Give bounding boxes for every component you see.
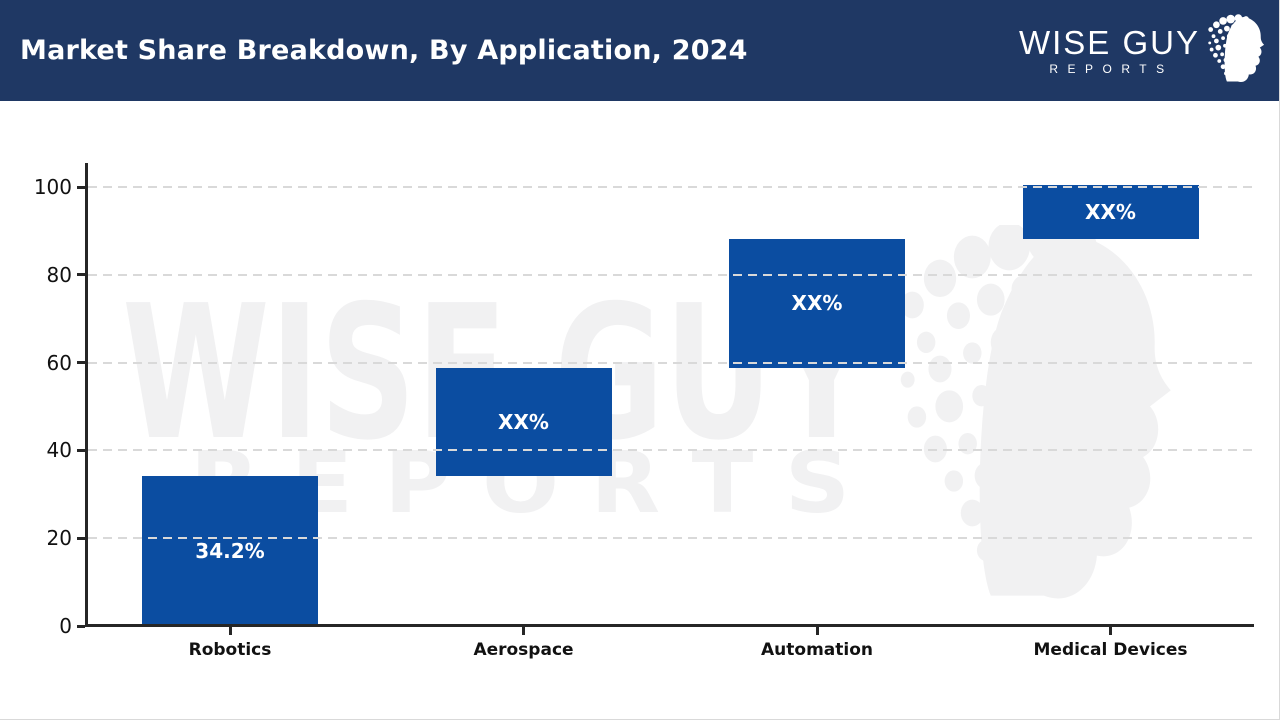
gridline-60 xyxy=(88,361,1252,364)
y-tick-60 xyxy=(77,361,85,365)
bar-label-automation: XX% xyxy=(791,291,843,316)
x-axis-line xyxy=(85,624,1254,627)
bar-label-aerospace: XX% xyxy=(498,409,549,434)
category-label-1: Aerospace xyxy=(473,640,574,660)
page-title: Market Share Breakdown, By Application, … xyxy=(20,35,748,66)
gridline-80 xyxy=(88,273,1252,276)
category-label-0: Robotics xyxy=(188,640,272,660)
gridline-40 xyxy=(88,449,1252,452)
logo-wordmark: WISE GUY xyxy=(1018,24,1200,61)
x-tick-3 xyxy=(1109,627,1112,635)
y-tick-label-0: 0 xyxy=(59,614,72,638)
logo-subtitle: REPORTS xyxy=(1049,62,1174,76)
bar-aerospace xyxy=(435,367,612,476)
bar-automation xyxy=(729,238,905,368)
category-label-3: Medical Devices xyxy=(1033,640,1188,660)
category-label-2: Automation xyxy=(761,640,873,660)
bar-label-robotics: 34.2% xyxy=(195,538,265,563)
x-tick-1 xyxy=(522,627,525,635)
x-tick-2 xyxy=(815,627,819,635)
header-bar: Market Share Breakdown, By Application, … xyxy=(0,0,1279,101)
y-tick-label-20: 20 xyxy=(46,526,72,551)
y-tick-label-60: 60 xyxy=(46,350,72,375)
wise-guy-logo: WISE GUY REPORTS xyxy=(1019,9,1266,93)
y-axis-line xyxy=(85,163,88,627)
y-tick-label-40: 40 xyxy=(46,438,72,463)
y-tick-label-80: 80 xyxy=(46,262,72,287)
y-tick-100 xyxy=(77,185,85,189)
bar-label-medical-devices: XX% xyxy=(1085,200,1136,225)
gridline-20 xyxy=(88,537,1252,540)
y-tick-label-100: 100 xyxy=(33,175,72,199)
y-tick-20 xyxy=(77,536,85,540)
x-tick-0 xyxy=(228,627,232,635)
y-tick-40 xyxy=(77,448,85,452)
gridline-100 xyxy=(88,186,1252,188)
bar-robotics xyxy=(142,475,318,626)
y-tick-0 xyxy=(77,624,85,628)
y-tick-80 xyxy=(77,273,85,277)
logo-text: WISE GUY REPORTS xyxy=(1019,26,1200,75)
